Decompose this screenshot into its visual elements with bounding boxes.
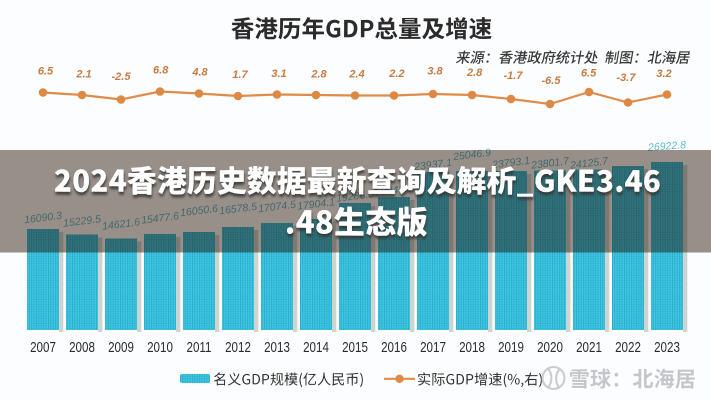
svg-text:2018: 2018	[459, 339, 485, 356]
svg-text:2.8: 2.8	[466, 67, 483, 79]
svg-text:17904.1: 17904.1	[296, 196, 335, 213]
svg-text:23801.7: 23801.7	[529, 155, 570, 172]
svg-text:3.8: 3.8	[427, 66, 443, 78]
svg-text:2.2: 2.2	[388, 68, 404, 80]
svg-text:16050.6: 16050.6	[179, 203, 218, 220]
svg-text:2021: 2021	[576, 339, 602, 356]
svg-text:15229.5: 15229.5	[62, 213, 101, 230]
svg-text:2.4: 2.4	[348, 69, 364, 81]
svg-text:-6.5: -6.5	[542, 75, 562, 87]
svg-text:2023: 2023	[654, 339, 680, 356]
svg-text:-3.7: -3.7	[616, 72, 636, 84]
svg-text:16578.5: 16578.5	[218, 201, 257, 218]
svg-text:2010: 2010	[147, 339, 173, 356]
svg-text:6.5: 6.5	[581, 68, 597, 80]
svg-text:2015: 2015	[342, 339, 368, 356]
svg-text:26922.8: 26922.8	[647, 139, 687, 154]
svg-text:6.8: 6.8	[153, 65, 169, 77]
svg-text:2017: 2017	[420, 339, 446, 356]
svg-text:3.2: 3.2	[656, 68, 671, 80]
svg-text:17074.5: 17074.5	[257, 199, 296, 216]
svg-text:1.7: 1.7	[232, 69, 248, 81]
svg-text:6.5: 6.5	[38, 66, 54, 78]
svg-text:23793.1: 23793.1	[490, 155, 530, 172]
svg-text:4.8: 4.8	[191, 67, 208, 79]
svg-text:24125.7: 24125.7	[568, 155, 609, 172]
svg-text:2022: 2022	[615, 339, 641, 356]
svg-text:2008: 2008	[69, 339, 95, 356]
svg-text:2.1: 2.1	[75, 69, 91, 81]
svg-text:2013: 2013	[264, 339, 290, 356]
svg-text:3.1: 3.1	[271, 68, 286, 80]
svg-text:2016: 2016	[381, 339, 407, 356]
svg-text:2009: 2009	[108, 339, 134, 356]
svg-text:25046.9: 25046.9	[451, 147, 491, 164]
svg-text:2014: 2014	[303, 339, 329, 356]
svg-text:-2.5: -2.5	[112, 71, 132, 83]
svg-text:2.8: 2.8	[310, 69, 327, 81]
svg-text:2007: 2007	[30, 339, 56, 356]
svg-text:14621.6: 14621.6	[101, 216, 140, 233]
svg-text:15477.6: 15477.6	[140, 210, 179, 227]
svg-text:2019: 2019	[498, 339, 524, 356]
svg-text:2020: 2020	[537, 339, 563, 356]
svg-text:2011: 2011	[187, 339, 212, 356]
svg-text:-1.7: -1.7	[504, 70, 524, 82]
svg-text:16090.3: 16090.3	[23, 210, 62, 227]
svg-text:2012: 2012	[225, 339, 251, 356]
